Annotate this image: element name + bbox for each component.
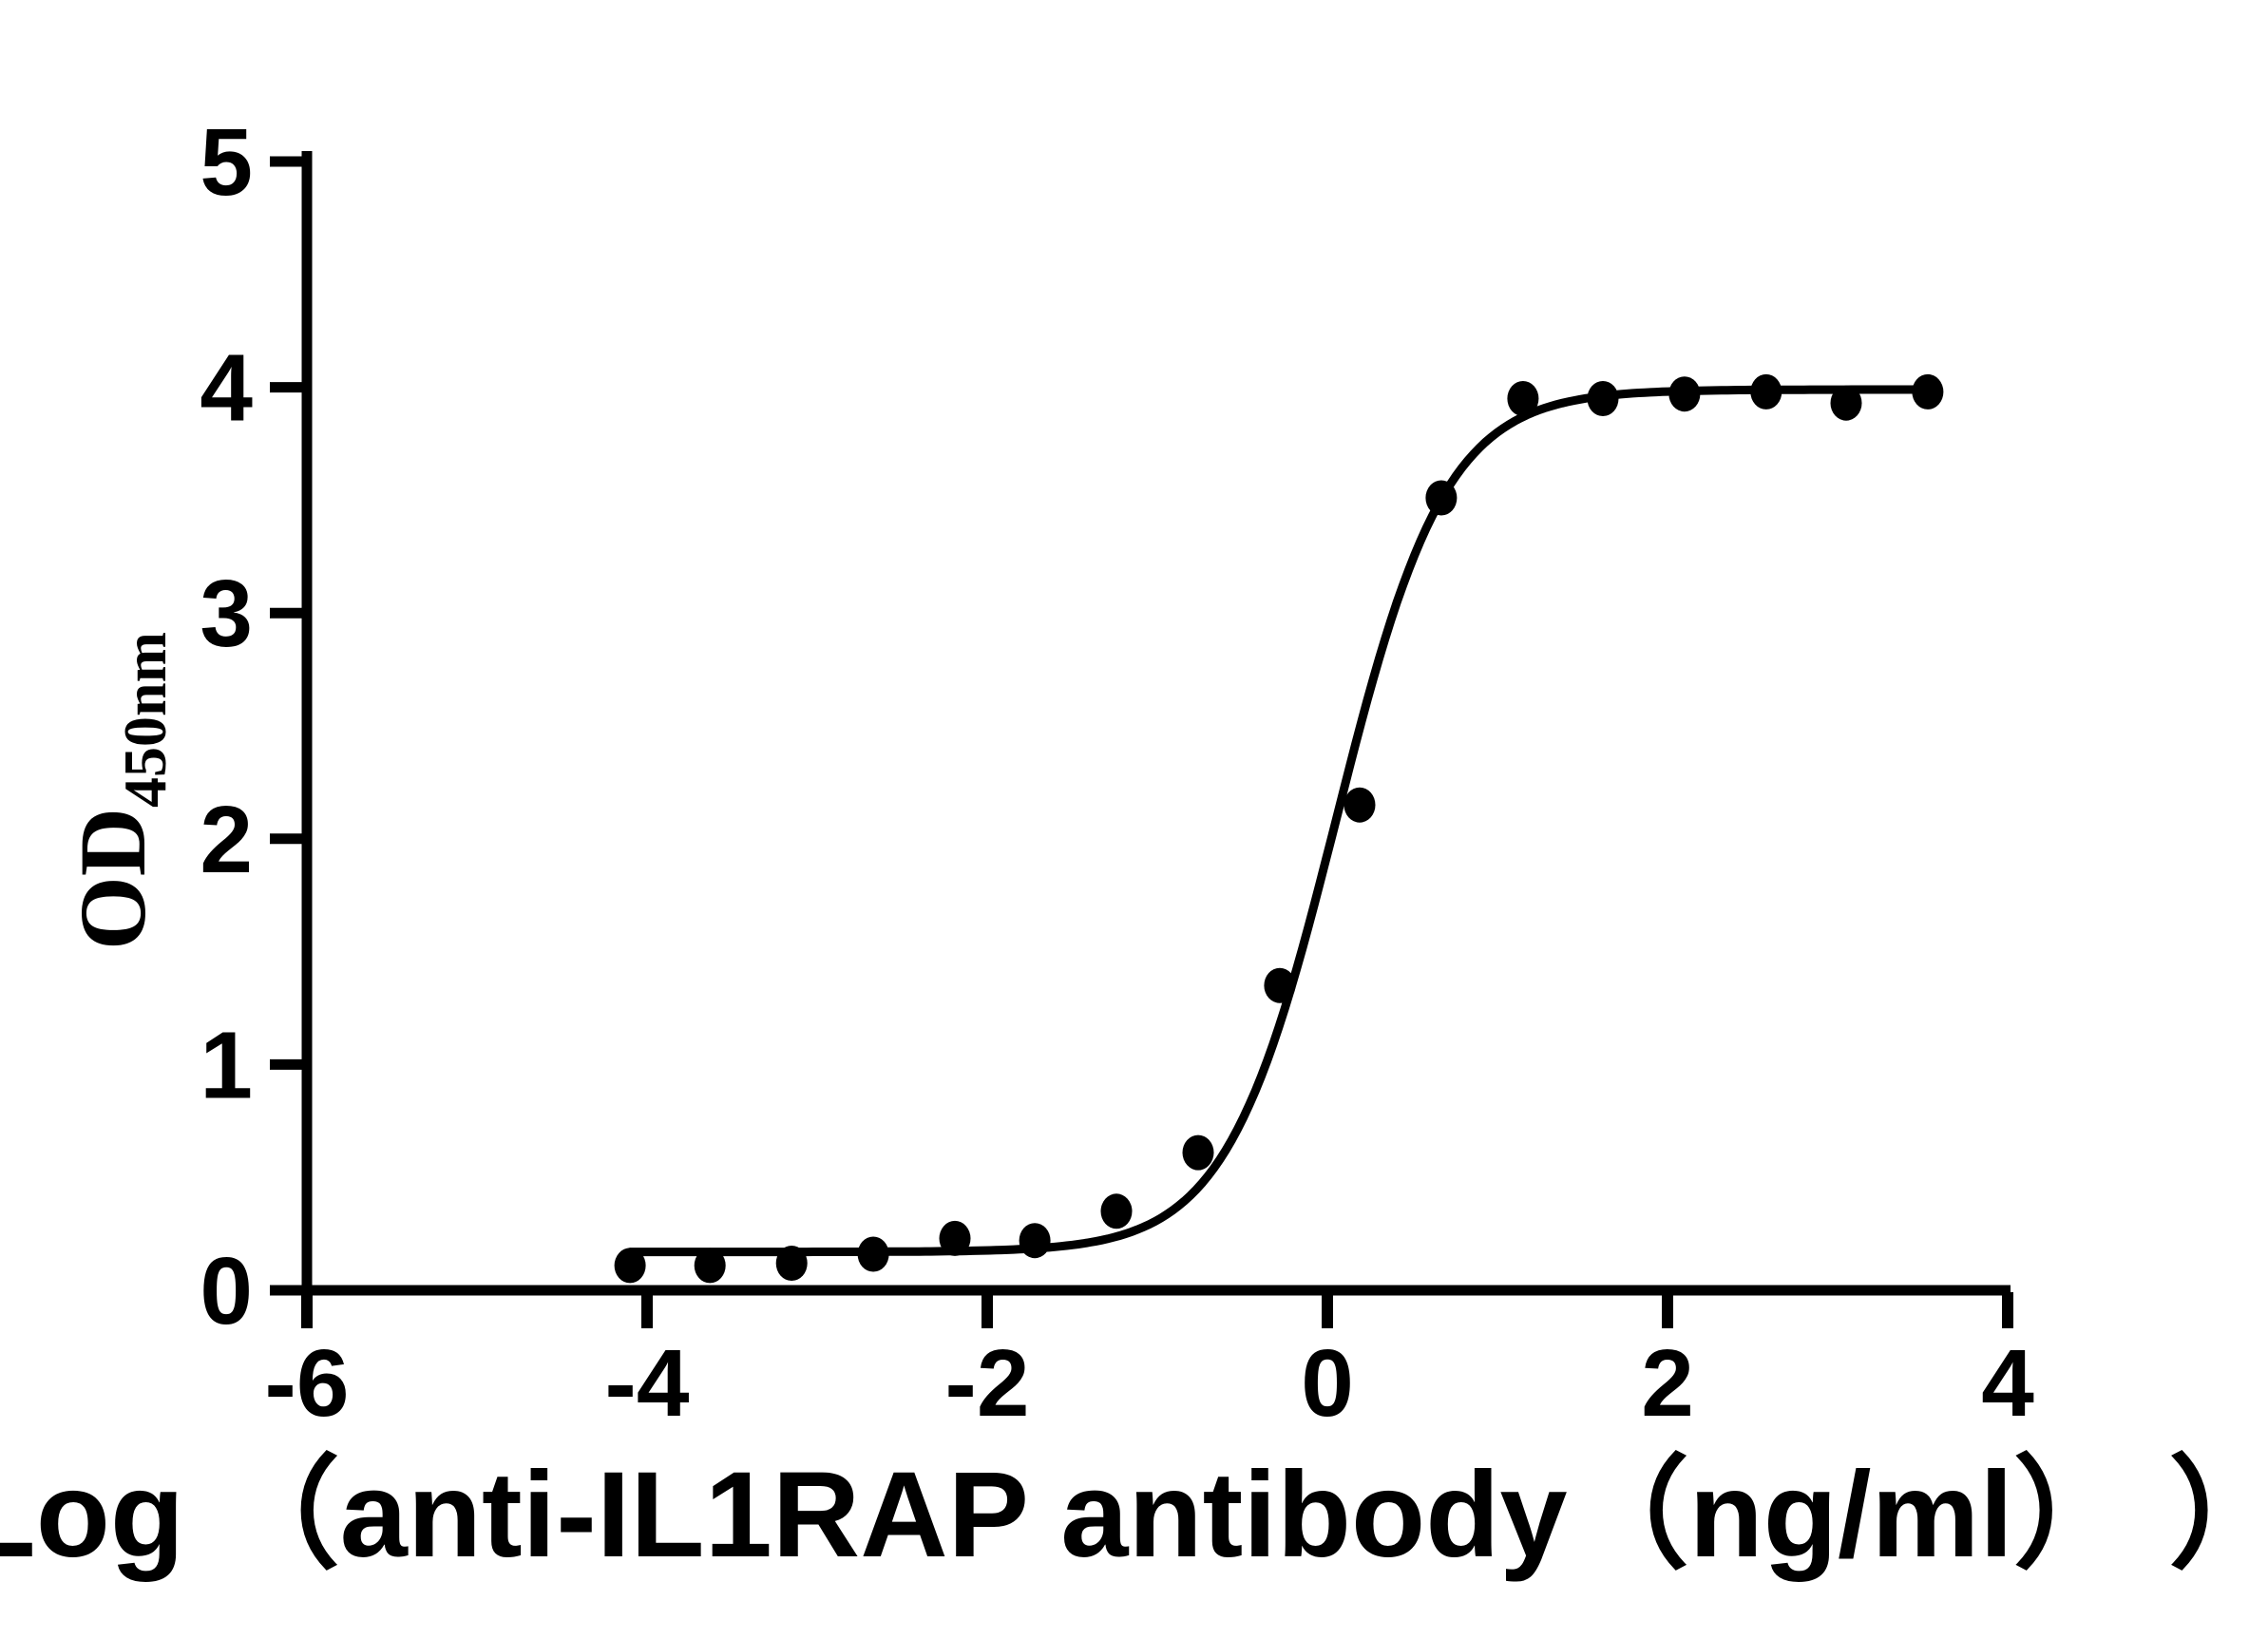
- x-axis-ticks: [301, 1292, 2013, 1328]
- x-tick-label: -4: [605, 1330, 690, 1437]
- x-axis-tick-labels: -6 -4 -2 0 2 4: [265, 1330, 2035, 1437]
- data-point: [1750, 373, 1782, 410]
- y-tick-label: 4: [200, 335, 253, 442]
- data-point: [614, 1248, 646, 1284]
- x-axis-title: Log （anti-IL1RAP antibody（ng/ml） ）: [0, 1447, 2268, 1583]
- data-point: [1830, 385, 1862, 421]
- y-tick-label: 2: [200, 787, 253, 893]
- data-point: [1264, 967, 1296, 1003]
- x-tick-label: 0: [1301, 1330, 1354, 1437]
- data-point: [1507, 381, 1539, 416]
- data-point: [1019, 1223, 1051, 1259]
- data-point: [1668, 376, 1701, 412]
- y-axis-title-main: OD: [60, 808, 165, 950]
- data-point: [1912, 373, 1944, 410]
- data-point: [1425, 480, 1458, 516]
- y-axis-title: OD450nm: [60, 632, 179, 950]
- data-point: [857, 1236, 889, 1272]
- data-point: [694, 1248, 726, 1284]
- y-axis-title-subscript: 450nm: [111, 632, 179, 808]
- y-axis-ticks: [270, 156, 306, 1296]
- y-tick-label: 1: [200, 1012, 253, 1118]
- x-tick-label: 2: [1641, 1330, 1694, 1437]
- data-point: [1344, 787, 1376, 823]
- fit-curve-line: [625, 385, 1933, 1257]
- data-point: [1182, 1134, 1214, 1171]
- x-tick-label: 4: [1981, 1330, 2034, 1437]
- y-tick-label: 3: [200, 561, 253, 667]
- axes: [301, 151, 2011, 1296]
- x-tick-label: -6: [265, 1330, 350, 1437]
- data-point: [1587, 381, 1619, 416]
- data-point: [1100, 1193, 1133, 1229]
- y-tick-label: 0: [200, 1238, 253, 1344]
- data-point: [775, 1246, 808, 1281]
- data-point: [939, 1220, 971, 1256]
- x-tick-label: -2: [945, 1330, 1030, 1437]
- y-axis-tick-labels: 0 1 2 3 4 5: [200, 109, 253, 1344]
- data-points: [614, 373, 1944, 1284]
- y-tick-label: 5: [200, 109, 253, 216]
